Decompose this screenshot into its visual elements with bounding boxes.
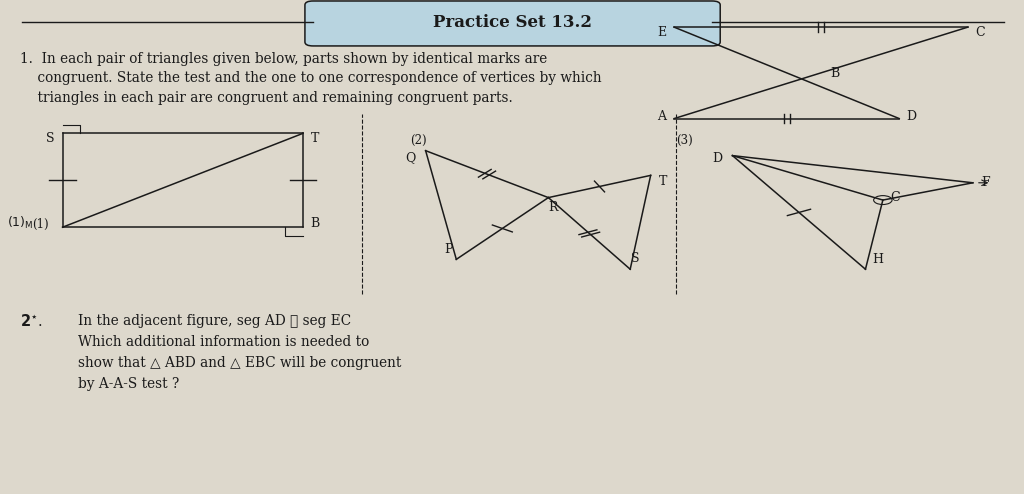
Text: D: D bbox=[906, 110, 916, 123]
Text: $(1)_{\mathrm{M}}$: $(1)_{\mathrm{M}}$ bbox=[7, 215, 34, 231]
Text: B: B bbox=[310, 217, 319, 230]
Text: B: B bbox=[830, 67, 840, 80]
FancyBboxPatch shape bbox=[305, 1, 720, 46]
Text: C: C bbox=[975, 26, 985, 39]
Text: Practice Set 13.2: Practice Set 13.2 bbox=[433, 14, 592, 31]
Text: S: S bbox=[46, 132, 54, 145]
Text: T: T bbox=[658, 175, 667, 188]
Text: F: F bbox=[981, 176, 989, 189]
Text: (3): (3) bbox=[676, 134, 693, 147]
Text: $\mathbf{2^{\star}}$.: $\mathbf{2^{\star}}$. bbox=[19, 314, 42, 330]
Text: (1): (1) bbox=[32, 218, 48, 231]
Text: C: C bbox=[890, 191, 900, 204]
Text: (2): (2) bbox=[411, 134, 427, 147]
Text: P: P bbox=[443, 243, 453, 256]
Text: Q: Q bbox=[406, 152, 416, 165]
Text: In the adjacent figure, seg AD ≅ seg EC
Which additional information is needed t: In the adjacent figure, seg AD ≅ seg EC … bbox=[78, 314, 401, 391]
Text: E: E bbox=[657, 26, 667, 39]
Text: H: H bbox=[872, 253, 884, 266]
Text: A: A bbox=[657, 110, 667, 123]
Text: 1.  In each pair of triangles given below, parts shown by identical marks are
  : 1. In each pair of triangles given below… bbox=[19, 52, 601, 105]
Text: S: S bbox=[631, 252, 640, 265]
Text: D: D bbox=[712, 152, 722, 165]
Text: R: R bbox=[549, 201, 558, 214]
Text: T: T bbox=[311, 132, 319, 145]
